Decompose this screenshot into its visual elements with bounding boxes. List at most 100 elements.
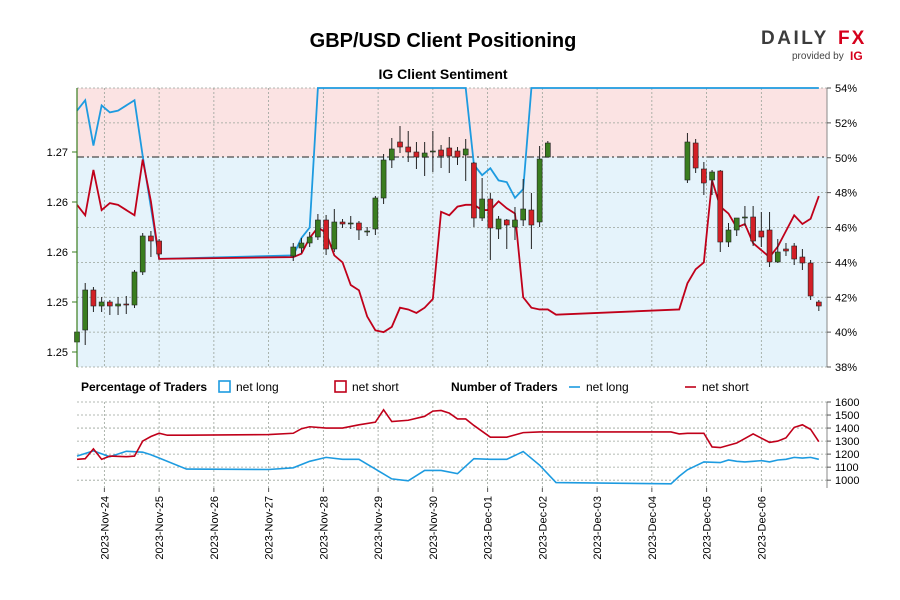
candle-up — [520, 208, 526, 221]
candle-up — [380, 159, 387, 199]
candle-down — [413, 151, 420, 158]
candle-down — [487, 198, 494, 229]
date-label: 2023-Nov-30 — [428, 496, 440, 560]
candle-down — [750, 216, 756, 242]
candle-up — [364, 230, 370, 233]
candle-up — [298, 242, 305, 249]
candle-up — [545, 142, 551, 158]
candle-up — [512, 219, 518, 228]
date-label: 2023-Dec-02 — [537, 496, 549, 560]
candle-up — [306, 236, 313, 244]
candlesticks — [74, 126, 822, 356]
candle-up — [733, 217, 740, 231]
count-tick-label: 1300 — [835, 436, 859, 448]
bottom-gridlines — [77, 401, 827, 488]
candle-down — [356, 222, 362, 231]
count-tick-label: 1500 — [835, 410, 859, 422]
price-axis-ticks: 1.27 1.26 1.26 1.25 1.25 — [47, 147, 77, 359]
candle-down — [799, 256, 806, 264]
net-long-count-line — [76, 450, 820, 485]
candle-down — [454, 150, 461, 158]
candle-up — [388, 148, 395, 161]
legend-num-title: Number of Traders — [451, 380, 558, 394]
candle-down — [783, 248, 789, 252]
candle-down — [717, 170, 724, 243]
date-label: 2023-Dec-06 — [756, 496, 768, 560]
candle-up — [684, 141, 691, 181]
percent-tick-label: 54% — [835, 83, 857, 95]
price-tick-label: 1.25 — [47, 347, 68, 359]
candle-down — [405, 146, 412, 153]
candle-up — [709, 171, 715, 181]
candle-down — [107, 301, 113, 307]
price-tick-label: 1.25 — [47, 297, 68, 309]
percent-tick-label: 44% — [835, 257, 857, 269]
legend-short-box — [334, 380, 347, 393]
logo-dailyfx-text: DAILY — [761, 28, 829, 49]
candle-down — [471, 162, 477, 219]
candle-down — [791, 245, 797, 260]
candle-up — [774, 251, 781, 263]
candle-down — [807, 262, 814, 297]
percent-tick-label: 50% — [835, 153, 857, 165]
candle-down — [397, 141, 403, 148]
legend: Percentage of Traders net long net short… — [81, 380, 749, 394]
date-label: 2023-Dec-01 — [483, 496, 495, 560]
logo-tagline: provided by — [792, 51, 844, 62]
legend-num-short: net short — [702, 380, 749, 394]
percent-axis-ticks: 54% 52% 50% 48% 46% 44% 42% 40% 38% — [827, 83, 857, 374]
candle-up — [725, 229, 732, 243]
candle-down — [339, 221, 346, 225]
top-gridlines — [77, 87, 827, 368]
candle-up — [82, 289, 89, 331]
date-label: 2023-Nov-28 — [318, 496, 330, 560]
legend-num-long: net long — [586, 380, 629, 394]
candle-up — [115, 303, 121, 307]
candle-up — [347, 222, 354, 225]
date-label: 2023-Nov-26 — [209, 496, 221, 560]
trader-count-lines — [76, 408, 820, 485]
count-tick-label: 1000 — [835, 475, 859, 487]
candle-up — [742, 216, 748, 219]
percent-tick-label: 42% — [835, 292, 857, 304]
candle-up — [479, 198, 485, 219]
count-tick-label: 1200 — [835, 449, 859, 461]
count-tick-label: 1100 — [835, 462, 859, 474]
date-axis-labels: 2023-Nov-24 2023-Nov-25 2023-Nov-26 2023-No… — [99, 488, 768, 560]
count-tick-label: 1600 — [835, 397, 859, 409]
candle-down — [148, 235, 154, 242]
candle-down — [323, 219, 329, 250]
logo-fx-text: FX — [838, 28, 866, 49]
date-label: 2023-Nov-29 — [373, 496, 385, 560]
candle-down — [816, 301, 822, 307]
logo-ig-text: IG — [850, 49, 863, 63]
net-long-pct-line — [76, 87, 819, 260]
candle-up — [495, 218, 502, 230]
price-tick-label: 1.26 — [47, 197, 68, 209]
candle-down — [123, 303, 130, 306]
candle-down — [692, 142, 699, 169]
date-label: 2023-Nov-24 — [99, 496, 111, 560]
candle-down — [438, 149, 444, 157]
percent-tick-label: 46% — [835, 223, 857, 235]
legend-pct-short: net short — [352, 380, 399, 394]
candle-up — [139, 235, 146, 273]
chart-subtitle: IG Client Sentiment — [378, 66, 507, 82]
date-label: 2023-Dec-03 — [592, 496, 604, 560]
percent-tick-label: 40% — [835, 327, 857, 339]
candle-up — [430, 150, 436, 153]
date-label: 2023-Dec-05 — [702, 496, 714, 560]
candle-down — [701, 168, 707, 184]
candle-down — [90, 289, 97, 307]
candle-up — [372, 197, 379, 230]
candle-down — [528, 209, 535, 226]
date-label: 2023-Dec-04 — [647, 496, 659, 560]
candle-down — [503, 219, 510, 226]
candle-down — [766, 229, 773, 263]
dailyfx-logo: DAILY FX provided by IG — [761, 28, 866, 63]
chart-title: GBP/USD Client Positioning — [310, 30, 577, 52]
net-short-count-line — [76, 408, 820, 461]
candle-up — [421, 152, 428, 158]
